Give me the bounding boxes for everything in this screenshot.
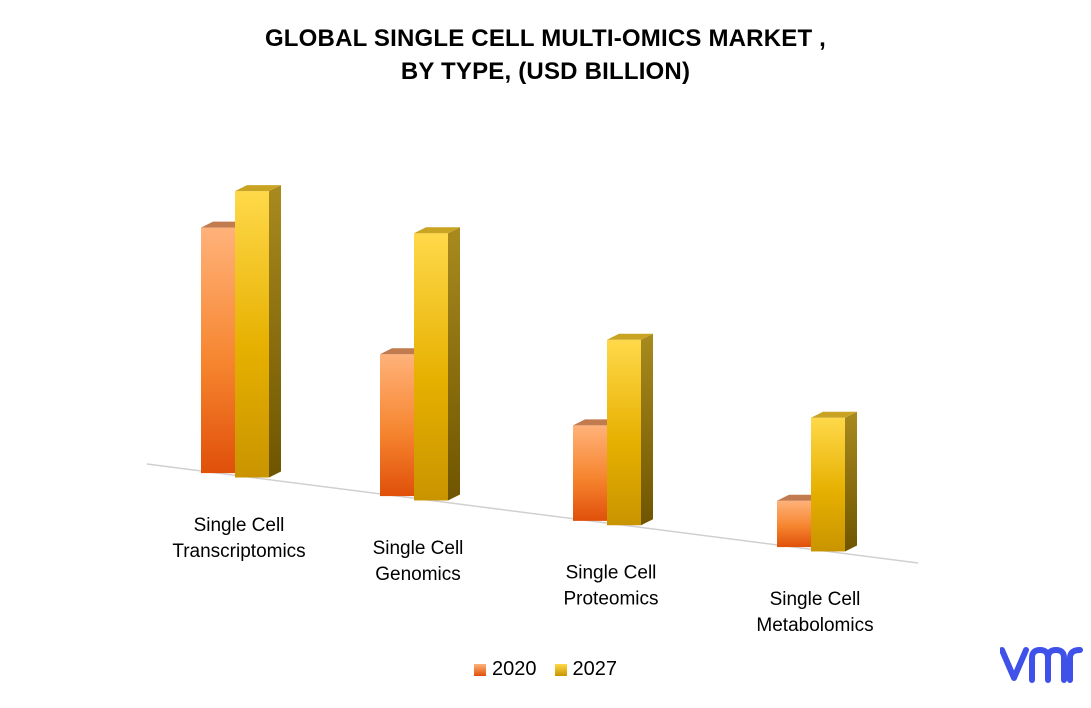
bar-side-2027-1 — [448, 227, 460, 501]
legend-label-2027: 2027 — [572, 658, 618, 680]
bar-front-2020-1 — [380, 354, 414, 497]
legend-swatch-2027 — [554, 663, 567, 676]
bar-top-2027-0 — [235, 185, 281, 192]
category-label-1-line-1: Genomics — [375, 564, 461, 585]
legend-item-2020: 2020 — [474, 658, 537, 681]
bar-side-2027-2 — [641, 333, 653, 526]
category-label-0-line-0: Single Cell — [194, 515, 285, 536]
chart-title: GLOBAL SINGLE CELL MULTI-OMICS MARKET , … — [0, 22, 1091, 88]
category-label-3-line-0: Single Cell — [770, 589, 861, 610]
bar-2027-2 — [607, 333, 653, 526]
chart-title-line1: GLOBAL SINGLE CELL MULTI-OMICS MARKET , — [264, 25, 827, 52]
category-label-2: Single Cell Proteomics — [563, 563, 658, 610]
bar-front-2027-0 — [235, 191, 269, 478]
legend-swatch-2020 — [474, 663, 486, 676]
vmr-logo — [1000, 647, 1083, 683]
bar-front-2027-1 — [414, 233, 448, 501]
category-label-3: Single Cell Metabolomics — [756, 589, 873, 636]
bar-2027-3 — [811, 411, 857, 552]
legend-label-2020: 2020 — [492, 658, 537, 680]
category-label-2-line-0: Single Cell — [566, 563, 657, 584]
category-label-0: Single Cell Transcriptomics — [172, 515, 305, 562]
legend: 2020 2027 — [0, 658, 1091, 681]
bar-front-2020-2 — [573, 425, 607, 521]
bar-top-2027-2 — [607, 333, 653, 340]
bar-top-2027-1 — [414, 227, 460, 234]
bar-top-2027-3 — [811, 411, 857, 418]
bar-side-2027-3 — [845, 411, 857, 552]
bar-front-2020-0 — [201, 227, 235, 474]
legend-item-2027: 2027 — [554, 658, 618, 681]
chart-title-line2: BY TYPE, (USD BILLION) — [400, 58, 691, 85]
bar-front-2027-3 — [811, 417, 845, 552]
bar-2027-1 — [414, 227, 460, 501]
category-label-2-line-1: Proteomics — [563, 589, 658, 610]
category-label-1-line-0: Single Cell — [373, 538, 464, 559]
category-label-3-line-1: Metabolomics — [756, 615, 873, 636]
category-label-1: Single Cell Genomics — [373, 538, 464, 585]
bar-front-2020-3 — [777, 500, 811, 548]
category-label-0-line-1: Transcriptomics — [172, 541, 305, 562]
bar-2027-0 — [235, 185, 281, 478]
bar-front-2027-2 — [607, 339, 641, 526]
bar-side-2027-0 — [269, 185, 281, 478]
